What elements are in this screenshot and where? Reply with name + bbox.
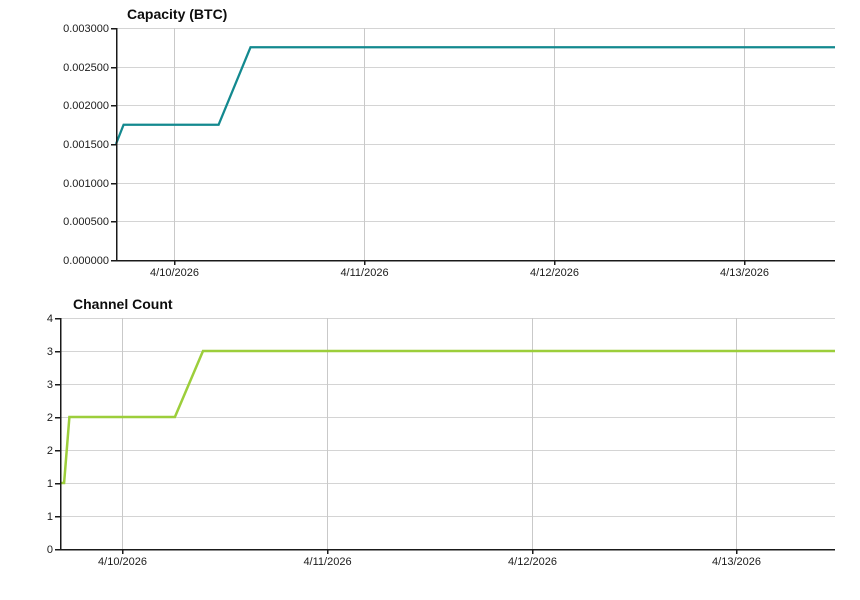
y-tick-label: 0.003000 [63, 23, 109, 35]
series-line-capacity-btc [114, 46, 835, 145]
channel-count-chart-title: Channel Count [73, 296, 173, 312]
y-tick-label: 1 [47, 511, 53, 523]
capacity-chart: 0.000000 0.000500 0.001000 0.001500 0.002000… [63, 23, 835, 279]
y-tick-label: 3 [47, 379, 53, 391]
y-tick-label: 2 [47, 445, 53, 457]
channel-count-chart: 0 1 1 2 2 3 3 4 4/10/2026 4/11/2026 4/12/2026 4/13/… [47, 313, 835, 568]
x-tick-label: 4/10/2026 [150, 267, 199, 279]
series-line-channel-count [60, 349, 835, 485]
y-tick-label: 2 [47, 412, 53, 424]
x-tick-label: 4/13/2026 [712, 556, 761, 568]
y-tick-label: 0.000000 [63, 255, 109, 267]
y-tick-label: 0.000500 [63, 216, 109, 228]
y-tick-label: 0.002500 [63, 62, 109, 74]
x-tick-label: 4/11/2026 [340, 267, 388, 279]
x-tick-label: 4/12/2026 [530, 267, 579, 279]
x-tick-label: 4/11/2026 [303, 556, 351, 568]
capacity-chart-title: Capacity (BTC) [127, 6, 228, 22]
x-tick-label: 4/10/2026 [98, 556, 147, 568]
x-tick-label: 4/12/2026 [508, 556, 557, 568]
y-tick-label: 0 [47, 544, 53, 556]
y-tick-label: 3 [47, 346, 53, 358]
y-tick-label: 4 [47, 313, 53, 325]
y-tick-label: 0.001000 [63, 178, 109, 190]
y-tick-label: 0.002000 [63, 100, 109, 112]
y-tick-label: 1 [47, 478, 53, 490]
y-tick-label: 0.001500 [63, 139, 109, 151]
x-tick-label: 4/13/2026 [720, 267, 769, 279]
